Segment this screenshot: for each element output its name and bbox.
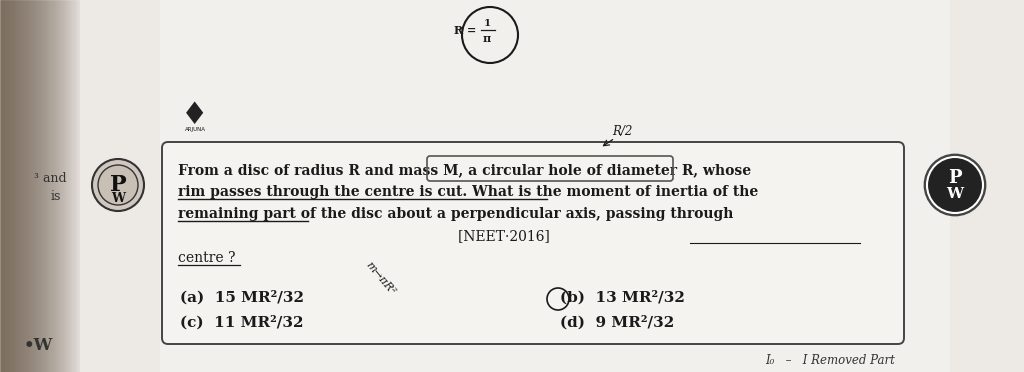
Text: ARJUNA: ARJUNA	[184, 128, 206, 132]
Circle shape	[925, 155, 985, 215]
Text: π: π	[483, 32, 492, 44]
Text: R/2: R/2	[611, 125, 632, 138]
Circle shape	[92, 159, 144, 211]
Text: I₀   –   I Removed Part: I₀ – I Removed Part	[765, 353, 895, 366]
Text: m→πR²: m→πR²	[364, 259, 396, 296]
Bar	[160, 0, 950, 372]
Text: ³ and: ³ and	[34, 171, 67, 185]
Text: •W: •W	[24, 337, 52, 353]
Text: P: P	[948, 169, 962, 187]
Text: rim passes through the centre is cut. What is the moment of inertia of the: rim passes through the centre is cut. Wh…	[178, 185, 758, 199]
Text: centre ?: centre ?	[178, 251, 236, 265]
Circle shape	[98, 165, 138, 205]
FancyBboxPatch shape	[162, 142, 904, 344]
Text: [NEET·2016]: [NEET·2016]	[178, 229, 550, 243]
Text: W: W	[111, 192, 125, 205]
Text: (b)  13 MR²/32: (b) 13 MR²/32	[560, 290, 685, 304]
Text: remaining part of the disc about a perpendicular axis, passing through: remaining part of the disc about a perpe…	[178, 207, 733, 221]
Text: From a disc of radius R and mass M, a circular hole of diameter R, whose: From a disc of radius R and mass M, a ci…	[178, 163, 752, 177]
Text: 1: 1	[483, 19, 490, 29]
Text: (d)  9 MR²/32: (d) 9 MR²/32	[560, 315, 674, 329]
Text: R =: R =	[454, 25, 476, 35]
Text: (a)  15 MR²/32: (a) 15 MR²/32	[180, 290, 304, 304]
Text: W: W	[946, 187, 964, 201]
Text: ♦: ♦	[181, 100, 209, 129]
Text: P: P	[110, 174, 126, 196]
Text: is: is	[51, 189, 61, 202]
Text: (c)  11 MR²/32: (c) 11 MR²/32	[180, 315, 303, 329]
